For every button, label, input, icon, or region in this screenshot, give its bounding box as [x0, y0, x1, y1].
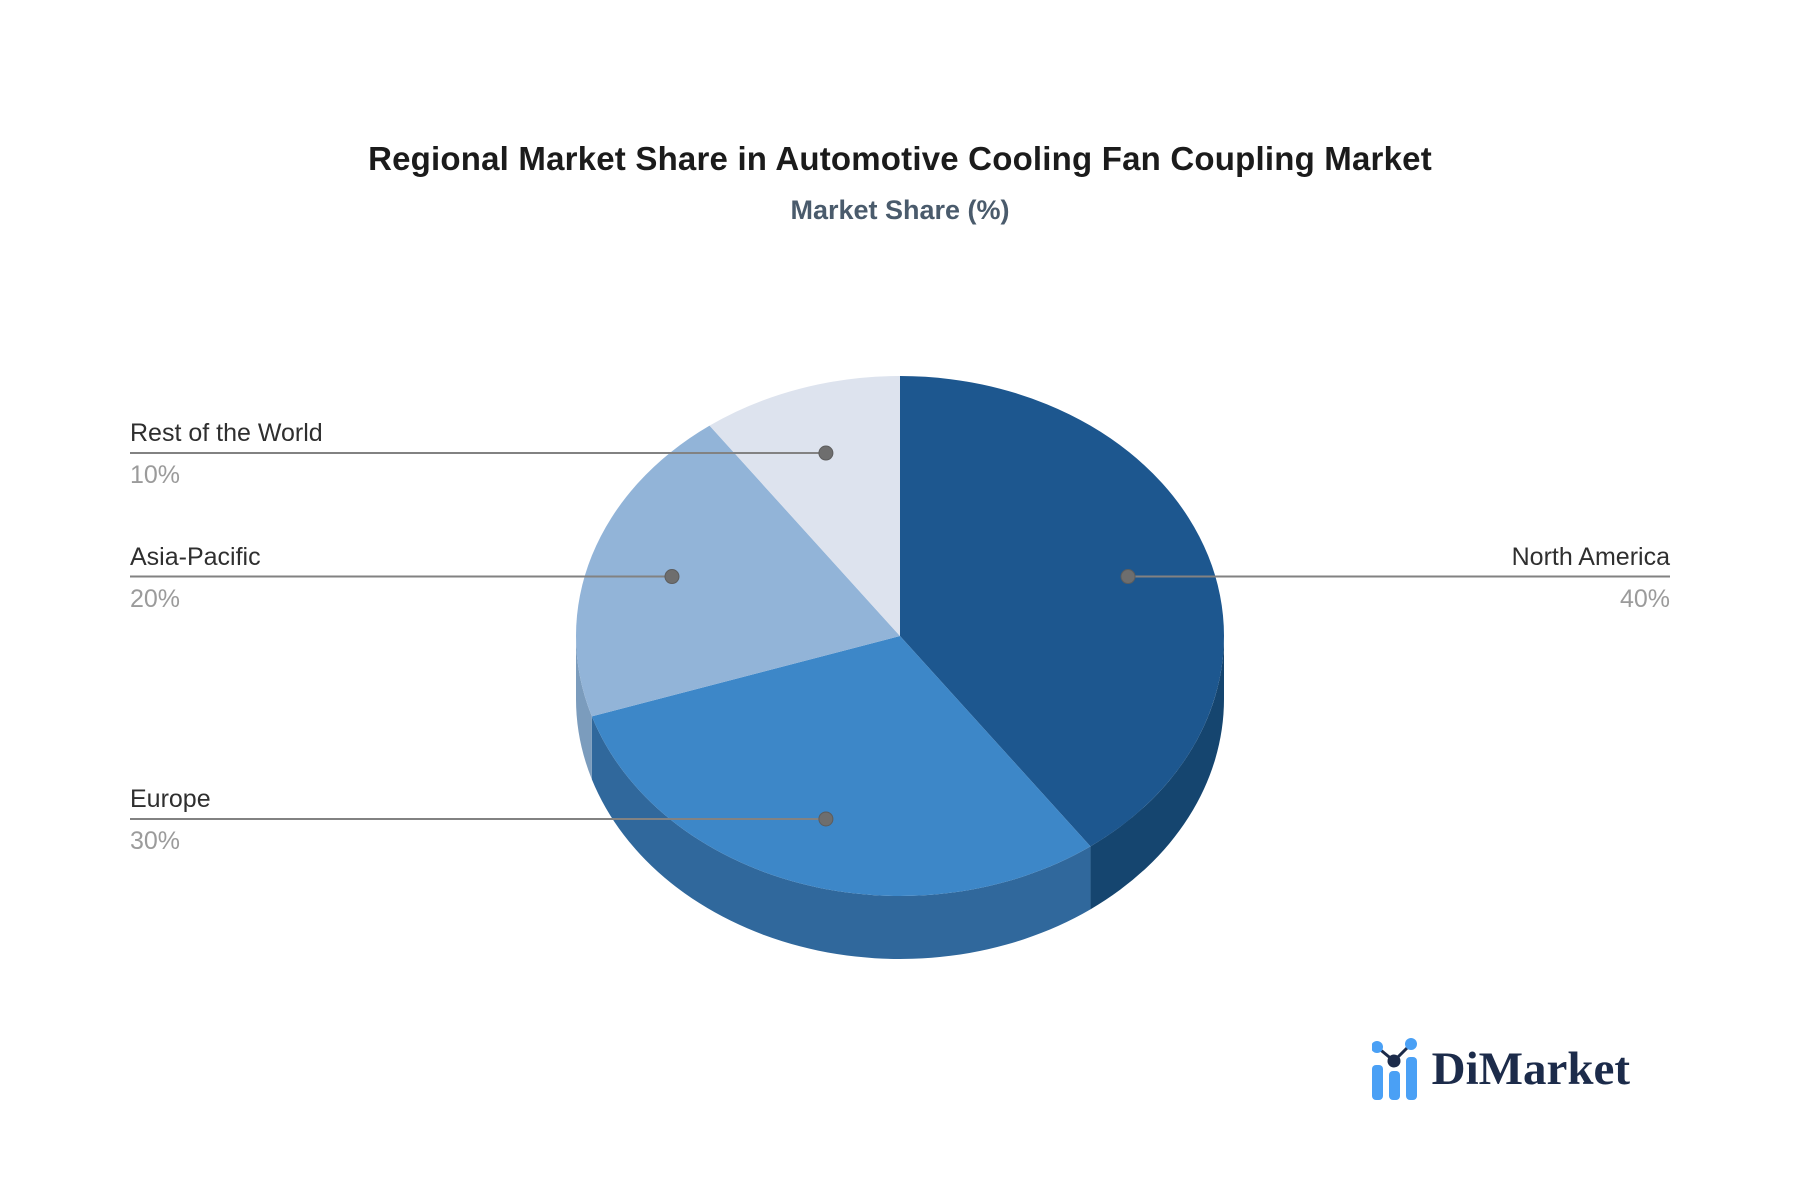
slice-pct-europe: 30% — [130, 826, 181, 855]
slice-pct-rest-of-world: 10% — [130, 461, 181, 490]
slice-label-europe: Europe 30% — [130, 785, 690, 855]
logo-text: DiMarket — [1431, 1043, 1630, 1095]
slice-name-rest-of-world: Rest of the World — [130, 419, 323, 448]
pie-slice-rest-of-the-world — [709, 376, 900, 636]
slice-name-asia-pacific: Asia-Pacific — [130, 542, 261, 571]
leader-dot-rest-of-the-world — [818, 445, 834, 461]
slice-pct-asia-pacific: 20% — [130, 584, 181, 613]
logo: DiMarket — [1371, 1038, 1630, 1100]
pie-slice-europe — [591, 636, 1091, 896]
pie-slice-north-america — [900, 376, 1224, 847]
leader-dot-asia-pacific — [664, 569, 680, 585]
slice-label-rest-of-world: Rest of the World 10% — [130, 419, 690, 489]
chart-subtitle: Market Share (%) — [790, 195, 1010, 225]
slice-label-asia-pacific: Asia-Pacific 20% — [130, 543, 690, 613]
leader-dot-europe — [818, 811, 834, 827]
pie-slice-side-north-america — [1090, 636, 1224, 910]
slice-pct-north-america: 40% — [1619, 584, 1670, 613]
pie-slice-side-europe — [591, 716, 1091, 959]
leader-dot-north-america — [1120, 569, 1136, 585]
bar-chart-icon — [1371, 1038, 1417, 1100]
slice-name-north-america: North America — [1511, 542, 1670, 571]
pie-slice-side-asia-pacific — [576, 636, 592, 780]
pie-slice-asia-pacific — [575, 425, 900, 717]
slice-label-north-america: North America 40% — [1110, 543, 1670, 613]
chart-title: Regional Market Share in Automotive Cool… — [368, 140, 1432, 177]
slice-name-europe: Europe — [130, 784, 211, 813]
